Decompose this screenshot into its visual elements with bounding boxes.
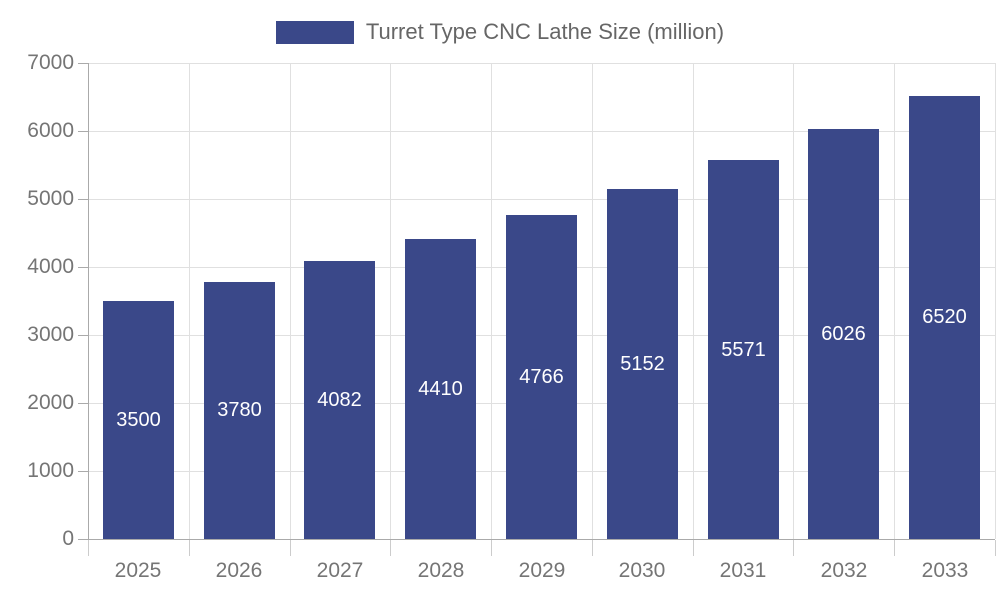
- y-axis-tick: [78, 131, 88, 132]
- bar: [708, 160, 779, 539]
- y-axis-tick: [78, 335, 88, 336]
- x-axis-tick: [894, 540, 895, 556]
- y-axis-tick-label: 7000: [27, 51, 74, 74]
- bar: [204, 282, 275, 539]
- y-axis-tick-label: 1000: [27, 459, 74, 482]
- x-axis-tick-label: 2025: [114, 559, 162, 582]
- bar-value-label: 4410: [418, 378, 463, 400]
- x-axis-tick: [88, 540, 89, 556]
- x-axis-tick: [491, 540, 492, 556]
- y-axis-tick: [78, 403, 88, 404]
- bar: [607, 189, 678, 539]
- x-axis-tick-label: 2030: [618, 559, 666, 582]
- x-axis-tick: [189, 540, 190, 556]
- x-axis-tick: [793, 540, 794, 556]
- x-axis-tick-label: 2029: [518, 559, 566, 582]
- x-axis-tick-label: 2026: [215, 559, 263, 582]
- x-axis-tick-label: 2033: [921, 559, 969, 582]
- bar-value-label: 4082: [317, 389, 362, 411]
- gridline-h: [88, 199, 995, 200]
- y-axis-tick-label: 6000: [27, 119, 74, 142]
- x-axis-tick-label: 2028: [417, 559, 465, 582]
- gridline-v: [491, 63, 492, 539]
- y-axis-tick: [78, 267, 88, 268]
- gridline-v: [894, 63, 895, 539]
- x-axis-tick: [290, 540, 291, 556]
- y-axis-tick: [78, 199, 88, 200]
- x-axis-tick: [995, 540, 996, 556]
- bar-value-label: 4766: [519, 366, 564, 388]
- y-axis-tick-label: 2000: [27, 391, 74, 414]
- y-axis-tick-label: 0: [62, 527, 74, 550]
- bar: [304, 261, 375, 539]
- y-axis-line: [88, 63, 89, 539]
- gridline-v: [290, 63, 291, 539]
- y-axis-tick-label: 5000: [27, 187, 74, 210]
- gridline-v: [189, 63, 190, 539]
- x-axis-tick-label: 2027: [316, 559, 364, 582]
- x-axis-tick: [390, 540, 391, 556]
- gridline-h: [88, 131, 995, 132]
- bar-value-label: 5571: [721, 339, 766, 361]
- bar: [808, 129, 879, 539]
- legend-item[interactable]: Turret Type CNC Lathe Size (million): [0, 19, 1000, 45]
- bar-value-label: 3500: [116, 409, 161, 431]
- gridline-v: [592, 63, 593, 539]
- y-axis-tick: [78, 63, 88, 64]
- legend-label: Turret Type CNC Lathe Size (million): [365, 19, 725, 44]
- bar-value-label: 5152: [620, 353, 665, 375]
- y-axis-tick-label: 3000: [27, 323, 74, 346]
- y-axis-tick: [78, 539, 88, 540]
- bar-value-label: 6520: [922, 306, 967, 328]
- bar: [909, 96, 980, 539]
- x-axis-tick-label: 2031: [719, 559, 767, 582]
- x-axis-line: [88, 539, 995, 540]
- gridline-h: [88, 63, 995, 64]
- x-axis-tick-label: 2032: [820, 559, 868, 582]
- x-axis-tick: [592, 540, 593, 556]
- bar: [103, 301, 174, 539]
- y-axis-tick: [78, 471, 88, 472]
- x-axis-tick: [693, 540, 694, 556]
- bar-value-label: 3780: [217, 399, 262, 421]
- gridline-v: [995, 63, 996, 539]
- gridline-v: [390, 63, 391, 539]
- bar: [506, 215, 577, 539]
- gridline-v: [693, 63, 694, 539]
- bar-value-label: 6026: [821, 323, 866, 345]
- bar: [405, 239, 476, 539]
- y-axis-tick-label: 4000: [27, 255, 74, 278]
- legend-swatch: [275, 20, 354, 44]
- gridline-v: [793, 63, 794, 539]
